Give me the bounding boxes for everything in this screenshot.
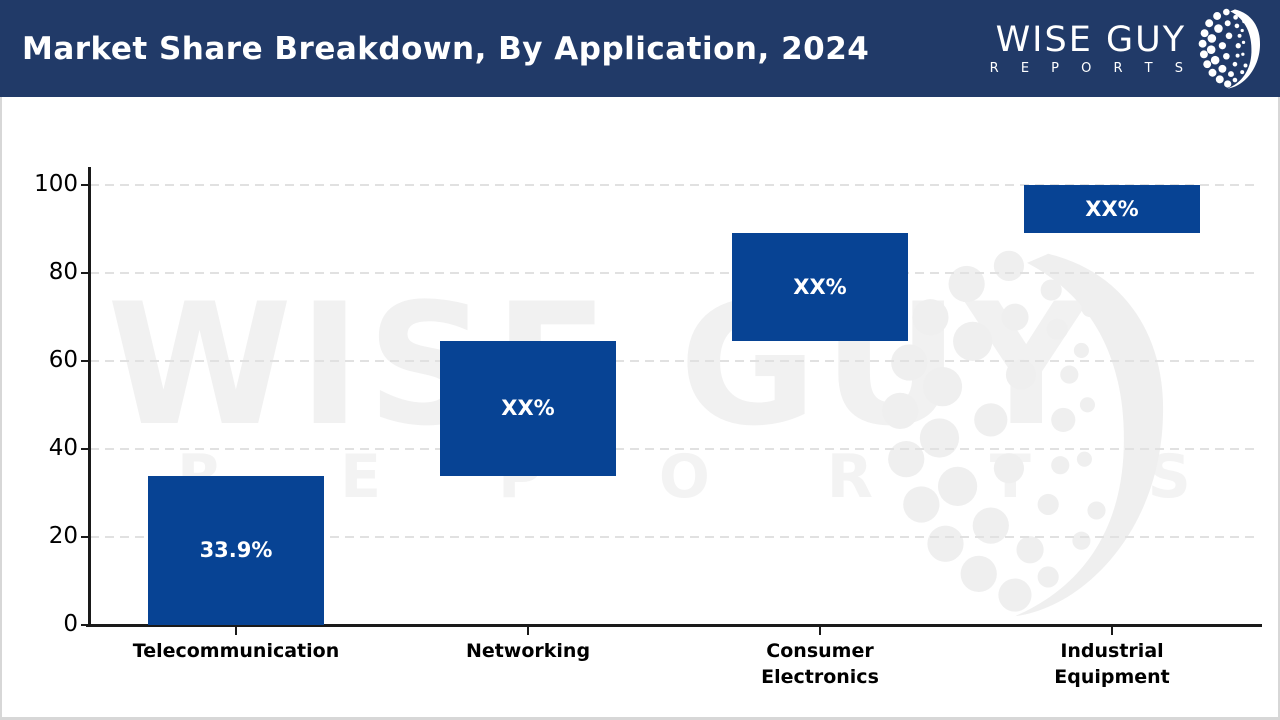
header-bar: Market Share Breakdown, By Application, … bbox=[0, 0, 1280, 97]
y-tick-mark bbox=[81, 360, 90, 362]
y-tick-mark bbox=[81, 448, 90, 450]
bar-value-label: XX% bbox=[1085, 196, 1139, 221]
x-category-label: Consumer Electronics bbox=[761, 639, 879, 690]
x-category-label-line: Telecommunication bbox=[132, 640, 340, 662]
x-category-label-line: Electronics bbox=[761, 665, 879, 688]
y-tick-mark bbox=[81, 272, 90, 274]
bar-industrial-equipment: XX% bbox=[1024, 185, 1200, 233]
x-category-label-line: Consumer bbox=[766, 640, 874, 662]
x-category-label-line: Industrial bbox=[1060, 640, 1164, 662]
gridline-20 bbox=[90, 536, 1258, 538]
x-tick-mark bbox=[819, 627, 821, 635]
y-tick-label: 60 bbox=[48, 347, 78, 373]
x-category-label: Industrial Equipment bbox=[1054, 639, 1170, 690]
bar-telecommunication: 33.9% bbox=[148, 475, 324, 625]
x-category-label-line: Equipment bbox=[1054, 665, 1170, 688]
page-title: Market Share Breakdown, By Application, … bbox=[22, 30, 870, 67]
y-tick-label: 80 bbox=[48, 259, 78, 285]
x-axis-line bbox=[86, 624, 1262, 627]
y-tick-label: 40 bbox=[48, 435, 78, 461]
x-category-label-line: Networking bbox=[465, 640, 591, 662]
bar-value-label: XX% bbox=[793, 274, 847, 299]
y-tick-mark bbox=[81, 536, 90, 538]
brand-text: WISE GUY R E P O R T S bbox=[989, 19, 1192, 76]
y-tick-label: 0 bbox=[63, 611, 78, 637]
y-tick-label: 100 bbox=[34, 171, 78, 197]
x-category-label: Telecommunication bbox=[133, 639, 339, 665]
bar-networking: XX% bbox=[440, 340, 616, 476]
gridline-100 bbox=[90, 184, 1258, 186]
bar-value-label: XX% bbox=[501, 396, 555, 421]
bar-value-label: 33.9% bbox=[199, 538, 273, 563]
x-tick-mark bbox=[527, 627, 529, 635]
brand-subtitle: R E P O R T S bbox=[989, 60, 1192, 76]
gridline-80 bbox=[90, 272, 1258, 274]
y-tick-mark bbox=[81, 184, 90, 186]
y-axis-line bbox=[88, 167, 91, 627]
x-category-label: Networking bbox=[466, 639, 590, 665]
waterfall-chart-plot: 0 20 40 60 80 100 33.9% Telecommunication XX% Net… bbox=[2, 97, 1278, 717]
x-tick-mark bbox=[235, 627, 237, 635]
x-tick-mark bbox=[1111, 627, 1113, 635]
bar-consumer-electronics: XX% bbox=[732, 232, 908, 341]
gridline-60 bbox=[90, 360, 1258, 362]
brand-name: WISE GUY bbox=[995, 19, 1187, 60]
dotted-head-logo-icon bbox=[1198, 8, 1261, 89]
y-tick-label: 20 bbox=[48, 523, 78, 549]
brand-logo: WISE GUY R E P O R T S bbox=[990, 6, 1262, 92]
gridline-40 bbox=[90, 448, 1258, 450]
y-tick-mark bbox=[81, 624, 90, 626]
chart-area: WISE GUY R E P O R T S 0 20 40 60 80 100 33.9%… bbox=[0, 97, 1280, 720]
